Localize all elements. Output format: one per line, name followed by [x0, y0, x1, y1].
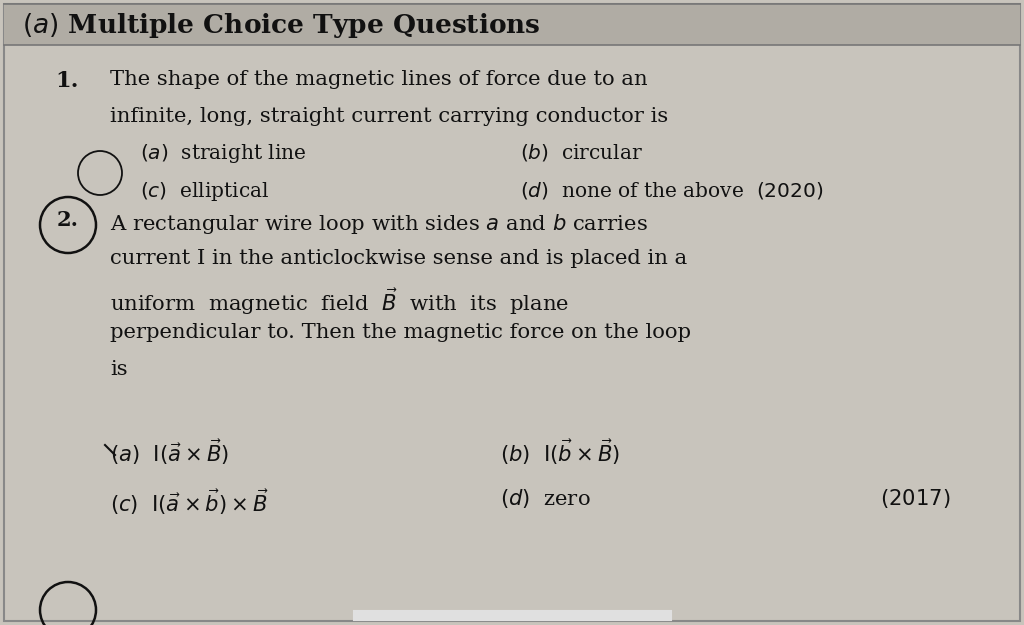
- Text: $(2017)$: $(2017)$: [880, 487, 950, 510]
- Text: The shape of the magnetic lines of force due to an: The shape of the magnetic lines of force…: [110, 70, 647, 89]
- Text: A rectangular wire loop with sides $a$ and $b$ carries: A rectangular wire loop with sides $a$ a…: [110, 212, 648, 236]
- Text: 2.: 2.: [57, 210, 79, 230]
- Text: $(c)$  $\mathrm{I}(\vec{a} \times \vec{b}) \times \vec{B}$: $(c)$ $\mathrm{I}(\vec{a} \times \vec{b}…: [110, 487, 268, 517]
- Text: $(c)$  elliptical: $(c)$ elliptical: [140, 180, 269, 203]
- FancyBboxPatch shape: [4, 4, 1020, 45]
- Text: infinite, long, straight current carrying conductor is: infinite, long, straight current carryin…: [110, 107, 669, 126]
- Text: is: is: [110, 360, 128, 379]
- Text: $(b)$  circular: $(b)$ circular: [520, 142, 643, 163]
- Text: 1.: 1.: [55, 70, 79, 92]
- Text: perpendicular to. Then the magnetic force on the loop: perpendicular to. Then the magnetic forc…: [110, 323, 691, 342]
- Text: current I in the anticlockwise sense and is placed in a: current I in the anticlockwise sense and…: [110, 249, 687, 268]
- Text: $(d)$  zero: $(d)$ zero: [500, 487, 591, 510]
- Text: $\mathbf{\mathit{(a)}}$  $\mathrm{I}(\vec{a} \times \vec{B})$: $\mathbf{\mathit{(a)}}$ $\mathrm{I}(\vec…: [110, 437, 229, 467]
- Text: $(a)$  straight line: $(a)$ straight line: [140, 142, 306, 165]
- Text: $(b)$  $\mathrm{I}(\vec{b} \times \vec{B})$: $(b)$ $\mathrm{I}(\vec{b} \times \vec{B}…: [500, 437, 620, 467]
- Text: uniform  magnetic  field  $\vec{B}$  with  its  plane: uniform magnetic field $\vec{B}$ with it…: [110, 286, 569, 317]
- Text: $(a)$ Multiple Choice Type Questions: $(a)$ Multiple Choice Type Questions: [22, 11, 541, 39]
- Text: $(d)$  none of the above  $(2020)$: $(d)$ none of the above $(2020)$: [520, 180, 823, 201]
